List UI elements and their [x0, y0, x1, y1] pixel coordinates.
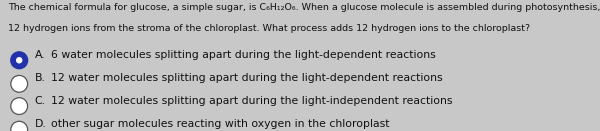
Text: C.: C.	[35, 96, 46, 106]
Text: other sugar molecules reacting with oxygen in the chloroplast: other sugar molecules reacting with oxyg…	[51, 119, 389, 129]
Text: A.: A.	[35, 50, 46, 60]
Ellipse shape	[11, 75, 28, 92]
Ellipse shape	[11, 121, 28, 131]
Text: B.: B.	[35, 73, 46, 83]
Ellipse shape	[11, 52, 28, 69]
Ellipse shape	[17, 58, 22, 63]
Text: D.: D.	[35, 119, 47, 129]
Text: 12 water molecules splitting apart during the light-dependent reactions: 12 water molecules splitting apart durin…	[51, 73, 443, 83]
Ellipse shape	[11, 98, 28, 114]
Text: The chemical formula for glucose, a simple sugar, is C₆H₁₂O₆. When a glucose mol: The chemical formula for glucose, a simp…	[8, 3, 600, 12]
Text: 12 hydrogen ions from the stroma of the chloroplast. What process adds 12 hydrog: 12 hydrogen ions from the stroma of the …	[8, 24, 530, 33]
Text: 12 water molecules splitting apart during the light-independent reactions: 12 water molecules splitting apart durin…	[51, 96, 452, 106]
Text: 6 water molecules splitting apart during the light-dependent reactions: 6 water molecules splitting apart during…	[51, 50, 436, 60]
